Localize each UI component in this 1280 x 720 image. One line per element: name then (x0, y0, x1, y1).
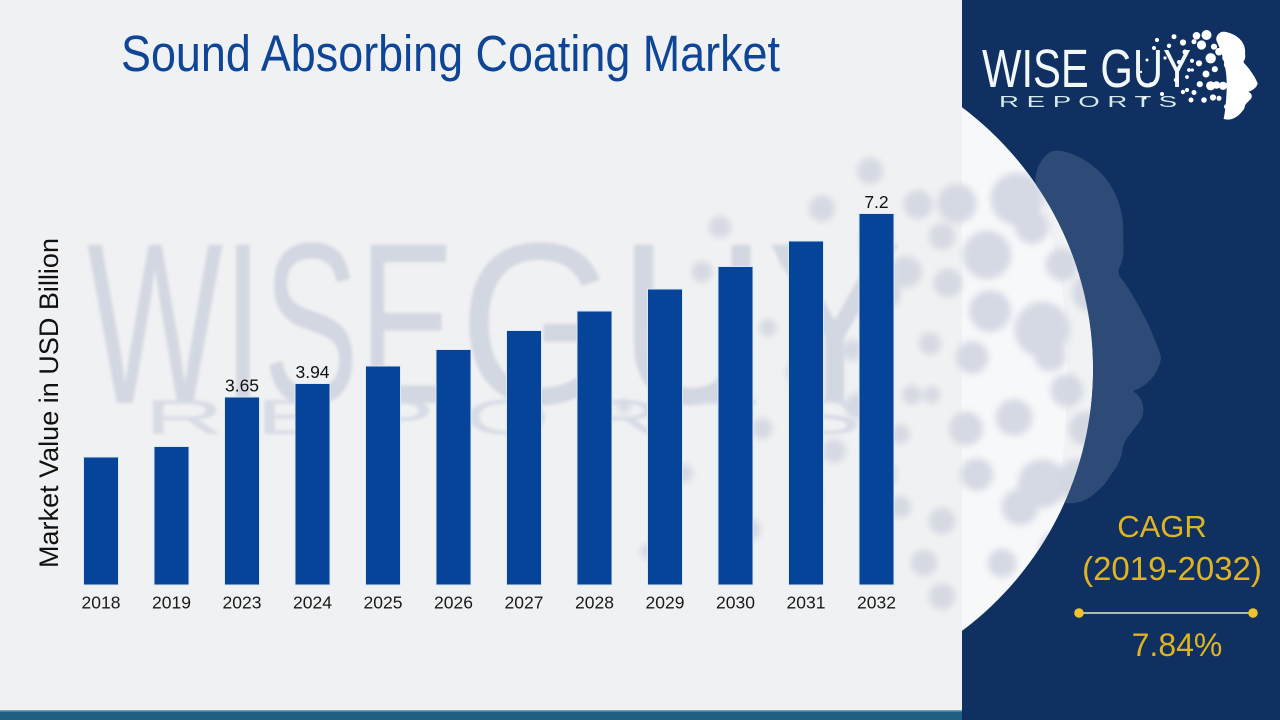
svg-text:(2019-2032): (2019-2032) (1082, 550, 1262, 587)
svg-text:R E P O R T S: R E P O R T S (999, 94, 1177, 111)
svg-text:2019: 2019 (152, 593, 191, 613)
svg-text:2029: 2029 (646, 593, 685, 613)
svg-text:2025: 2025 (364, 593, 403, 613)
svg-text:2027: 2027 (505, 593, 544, 613)
svg-text:2024: 2024 (293, 593, 332, 613)
svg-text:2032: 2032 (857, 593, 896, 613)
svg-text:3.65: 3.65 (225, 376, 259, 396)
svg-text:3.94: 3.94 (295, 362, 329, 382)
svg-text:Sound Absorbing Coating Market: Sound Absorbing Coating Market (121, 25, 780, 82)
svg-text:2023: 2023 (223, 593, 262, 613)
svg-text:7.2: 7.2 (864, 192, 888, 212)
svg-text:2030: 2030 (716, 593, 755, 613)
svg-text:2028: 2028 (575, 593, 614, 613)
svg-text:CAGR: CAGR (1117, 509, 1207, 544)
svg-text:WISE GUY: WISE GUY (982, 39, 1191, 99)
svg-text:2026: 2026 (434, 593, 473, 613)
svg-text:2031: 2031 (787, 593, 826, 613)
svg-text:2018: 2018 (82, 593, 121, 613)
svg-text:Market Value in USD Billion: Market Value in USD Billion (34, 238, 64, 568)
svg-text:7.84%: 7.84% (1132, 627, 1223, 663)
